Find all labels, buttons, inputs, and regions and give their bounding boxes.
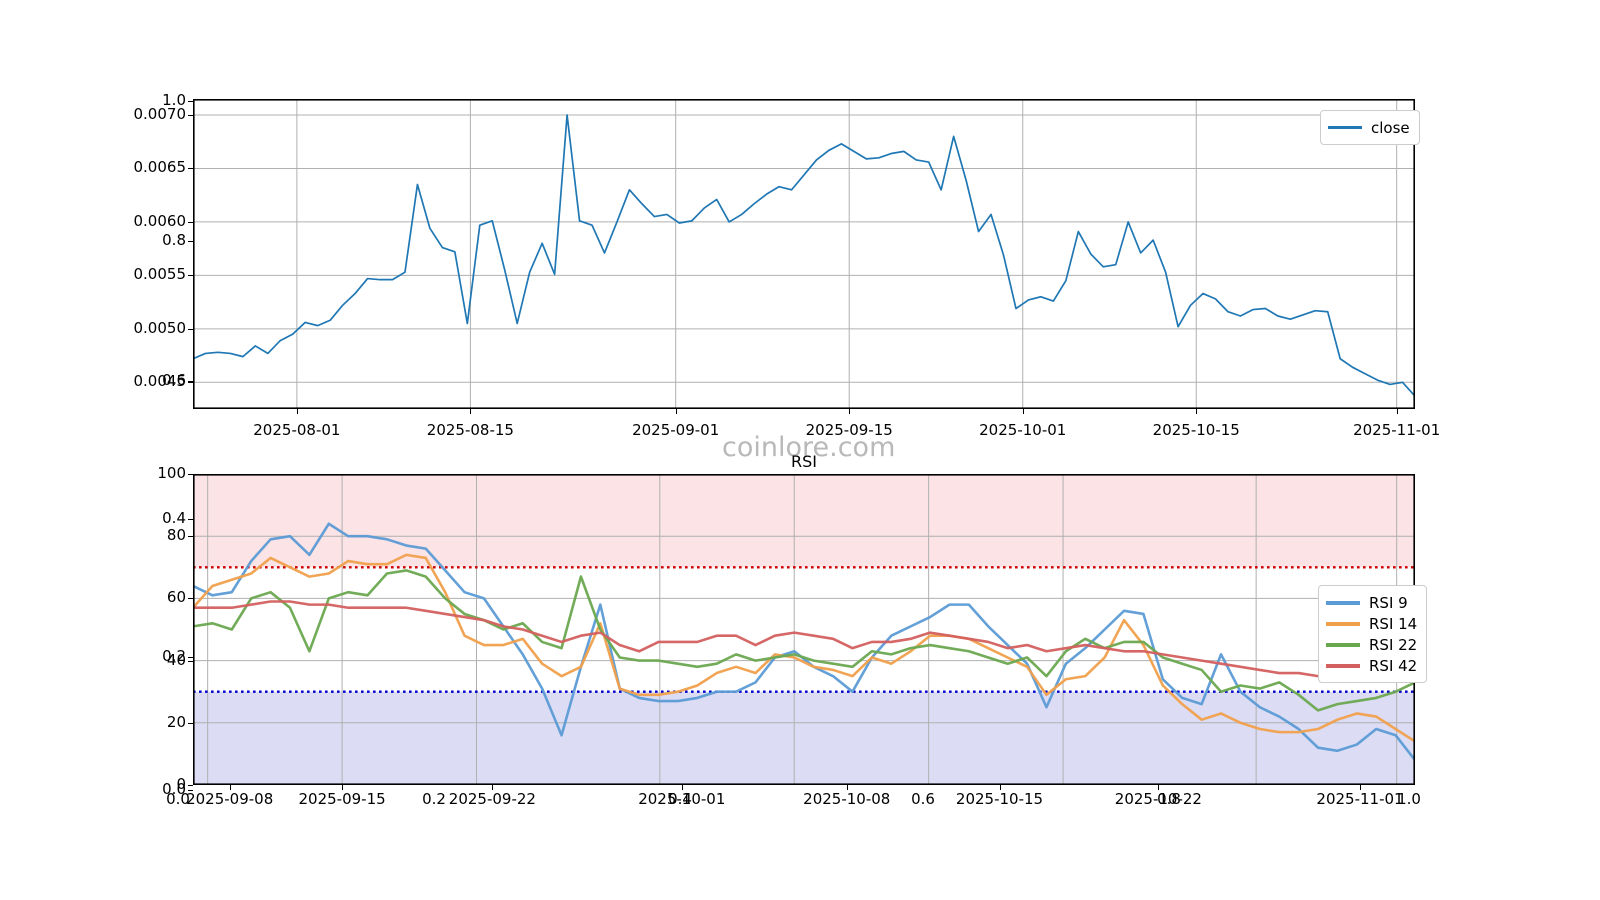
rsi-y-tickmark: [188, 474, 193, 475]
rsi-x-tickmark: [492, 785, 494, 790]
price-x-tick: 2025-08-01: [253, 421, 341, 439]
rsi-x-tickmark: [342, 785, 344, 790]
legend-line-swatch-icon: [1328, 126, 1362, 129]
price-x-tickmark: [470, 409, 472, 414]
rsi-y-overlay-tickmark: [188, 657, 193, 658]
price-x-tick: 2025-10-01: [979, 421, 1067, 439]
price-y-overlay-tick: 0.8: [162, 231, 186, 249]
rsi-panel-title: RSI: [791, 452, 817, 471]
price-plot-area: [193, 99, 1415, 409]
rsi-x-overlay-tick: 0.4: [668, 790, 692, 808]
rsi-y-overlay-tick: 0.4: [162, 509, 186, 527]
rsi-x-overlay-tick: 0.8: [1157, 790, 1181, 808]
price-y-tickmark: [188, 328, 193, 330]
price-y-tickmark: [188, 221, 193, 223]
rsi-x-tickmark: [846, 785, 848, 790]
rsi-y-tick: 0: [176, 775, 186, 793]
rsi-x-tick: 2025-10-01: [638, 790, 726, 808]
price-y-tick: 0.0045: [133, 372, 187, 391]
legend-line-swatch-icon: [1326, 600, 1360, 605]
rsi-x-tickmark: [229, 785, 231, 790]
legend-line-swatch-icon: [1326, 621, 1360, 626]
rsi-y-overlay-tickmark: [188, 790, 193, 791]
rsi-legend-label: RSI 14: [1369, 614, 1418, 633]
rsi-y-tickmark: [188, 722, 193, 724]
legend-line-swatch-icon: [1326, 642, 1360, 647]
rsi-legend-item[interactable]: RSI 14: [1326, 613, 1417, 634]
price-y-tick: 0.0060: [133, 211, 187, 230]
rsi-y-overlay-tick: 0.0: [162, 780, 186, 798]
rsi-x-overlay-tick: 0.6: [911, 790, 935, 808]
price-x-tick: 2025-08-15: [426, 421, 514, 439]
price-y-overlay-tickmark: [188, 381, 193, 382]
price-y-tick: 0.0065: [133, 158, 187, 177]
rsi-x-overlay-tick: 0.0: [166, 790, 190, 808]
rsi-legend-item[interactable]: RSI 42: [1326, 655, 1417, 676]
rsi-x-tick: 2025-09-15: [298, 790, 386, 808]
price-legend-item[interactable]: close: [1328, 117, 1410, 138]
price-x-tick: 2025-09-15: [805, 421, 893, 439]
rsi-y-tick: 100: [157, 464, 186, 482]
price-x-tick: 2025-11-01: [1353, 421, 1441, 439]
rsi-plot-area: [193, 474, 1415, 785]
price-x-tickmark: [1396, 409, 1398, 414]
rsi-x-overlay-tick: 1.0: [1397, 790, 1421, 808]
watermark-coinlore: coinlore.com: [722, 432, 896, 463]
price-y-tick: 0.0070: [133, 105, 187, 124]
price-chart-panel: [193, 99, 1415, 409]
rsi-x-tickmark: [1360, 785, 1361, 790]
price-x-tickmark: [296, 409, 298, 414]
price-y-overlay-tickmark: [188, 101, 193, 102]
rsi-x-tickmark: [1158, 785, 1160, 790]
rsi-legend[interactable]: RSI 9 RSI 14 RSI 22 RSI 42: [1318, 585, 1428, 683]
rsi-legend-item[interactable]: RSI 22: [1326, 634, 1417, 655]
rsi-y-tick: 80: [166, 526, 186, 545]
rsi-y-tick: 60: [166, 588, 186, 607]
rsi-x-tick: 2025-10-15: [955, 790, 1044, 808]
rsi-chart-panel: [193, 474, 1415, 785]
rsi-y-tick: 20: [166, 712, 186, 731]
price-y-overlay-tick: 1.0: [162, 91, 186, 109]
rsi-y-tick: 40: [166, 650, 186, 669]
rsi-x-tickmark: [999, 785, 1001, 790]
rsi-x-tick: 2025-10-22: [1114, 790, 1202, 808]
price-legend-label: close: [1371, 118, 1410, 137]
price-x-tick: 2025-09-01: [632, 421, 720, 439]
rsi-y-overlay-tick: 0.2: [162, 647, 186, 665]
rsi-y-tickmark: [188, 536, 193, 538]
rsi-x-tick: 2025-09-22: [448, 790, 536, 808]
rsi-x-tickmark: [681, 785, 683, 790]
rsi-y-overlay-tickmark: [188, 519, 193, 520]
rsi-legend-label: RSI 22: [1369, 635, 1418, 654]
price-x-tickmark: [1196, 409, 1198, 414]
legend-line-swatch-icon: [1326, 663, 1360, 668]
price-y-tickmark: [188, 382, 193, 384]
price-x-tickmark: [849, 409, 851, 414]
price-y-overlay-tick: 0.6: [162, 371, 186, 389]
price-y-tickmark: [188, 115, 193, 117]
price-y-overlay-tickmark: [188, 241, 193, 242]
rsi-y-tickmark: [188, 598, 193, 600]
price-x-tick: 2025-10-15: [1152, 421, 1240, 439]
price-x-tickmark: [1022, 409, 1024, 414]
price-legend[interactable]: close: [1320, 110, 1420, 145]
rsi-legend-item[interactable]: RSI 9: [1326, 592, 1417, 613]
rsi-legend-label: RSI 42: [1369, 656, 1418, 675]
rsi-legend-label: RSI 9: [1369, 593, 1408, 612]
rsi-y-tickmark: [188, 785, 193, 786]
rsi-y-tickmark: [188, 660, 193, 662]
price-y-tickmark: [188, 168, 193, 170]
price-y-tick: 0.0055: [133, 265, 187, 284]
price-y-tickmark: [188, 275, 193, 277]
rsi-x-overlay-tick: 0.2: [422, 790, 446, 808]
price-y-tick: 0.0050: [133, 318, 187, 337]
price-x-tickmark: [675, 409, 677, 414]
rsi-x-tick: 2025-11-01: [1316, 790, 1404, 808]
rsi-x-tick: 2025-10-08: [803, 790, 891, 808]
rsi-x-tick: 2025-09-08: [186, 790, 274, 808]
